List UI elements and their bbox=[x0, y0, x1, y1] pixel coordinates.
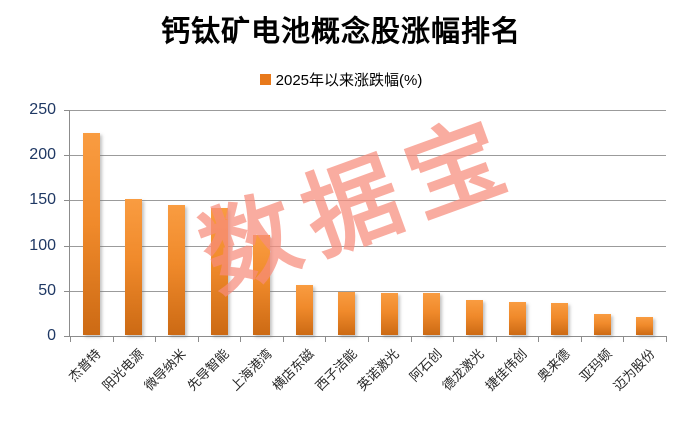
bar-阿石创 bbox=[423, 293, 441, 335]
bar-杰普特 bbox=[82, 132, 100, 335]
x-axis-line bbox=[69, 336, 667, 337]
gridline-y50 bbox=[70, 290, 666, 292]
x-tick-mark bbox=[453, 337, 455, 342]
x-tick-mark bbox=[666, 337, 667, 342]
x-tick-mark bbox=[112, 337, 114, 342]
x-tick-mark bbox=[70, 337, 71, 342]
y-tick-mark bbox=[64, 200, 69, 202]
y-axis-tick-label: 100 bbox=[29, 236, 56, 254]
x-tick-mark bbox=[580, 337, 582, 342]
bar-德龙激光 bbox=[465, 299, 483, 335]
gridline-y100 bbox=[70, 245, 666, 247]
y-axis-line bbox=[69, 110, 70, 337]
x-tick-mark bbox=[197, 337, 199, 342]
bar-先导智能 bbox=[210, 207, 228, 335]
x-tick-mark bbox=[538, 337, 540, 342]
y-axis-tick-label: 0 bbox=[47, 327, 56, 344]
y-axis-tick-label: 200 bbox=[29, 146, 56, 164]
x-tick-mark bbox=[495, 337, 497, 342]
bar-迈为股份 bbox=[636, 316, 654, 335]
x-tick-mark bbox=[240, 337, 242, 342]
x-tick-mark bbox=[325, 337, 327, 342]
legend: 2025年以来涨跌幅(%) bbox=[0, 69, 682, 90]
y-axis-tick-label: 50 bbox=[38, 281, 56, 299]
x-tick-mark bbox=[410, 337, 412, 342]
y-axis-tick-label: 250 bbox=[29, 101, 56, 118]
gridline-y200 bbox=[70, 155, 666, 157]
y-tick-mark bbox=[64, 245, 69, 247]
chart-title: 钙钛矿电池概念股涨幅排名 bbox=[160, 14, 521, 48]
x-tick-mark bbox=[282, 337, 284, 342]
gridline-y150 bbox=[70, 200, 666, 202]
bar-横店东磁 bbox=[295, 285, 313, 335]
y-axis-tick-label: 150 bbox=[29, 191, 56, 209]
bar-上海港湾 bbox=[253, 234, 271, 335]
legend-label: 2025年以来涨跌幅(%) bbox=[275, 72, 423, 89]
x-tick-mark bbox=[155, 337, 157, 342]
bar-英诺激光 bbox=[380, 293, 398, 335]
y-tick-mark bbox=[64, 110, 69, 111]
bar-捷佳伟创 bbox=[508, 302, 526, 335]
gridline-y250 bbox=[70, 110, 666, 111]
bar-阳光电源 bbox=[125, 198, 143, 335]
plot-area bbox=[64, 110, 667, 342]
y-tick-mark bbox=[64, 155, 69, 157]
legend-swatch-icon bbox=[259, 74, 271, 85]
bar-亚玛顿 bbox=[593, 314, 611, 335]
y-tick-mark bbox=[64, 290, 69, 292]
y-tick-mark bbox=[64, 336, 69, 337]
bar-奥来德 bbox=[551, 303, 569, 335]
bar-西子洁能 bbox=[338, 291, 356, 335]
bar-微导纳米 bbox=[167, 204, 185, 335]
x-tick-mark bbox=[623, 337, 625, 342]
x-tick-mark bbox=[368, 337, 369, 342]
